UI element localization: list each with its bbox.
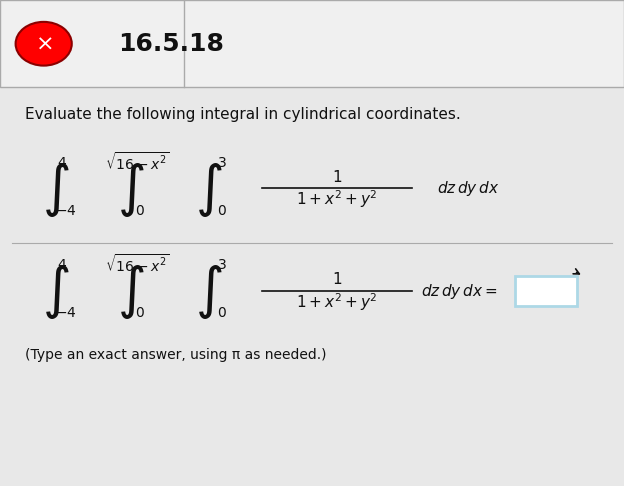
Text: $1+x^2+y^2$: $1+x^2+y^2$	[296, 292, 378, 313]
Text: $\times$: $\times$	[35, 34, 52, 54]
Text: Evaluate the following integral in cylindrical coordinates.: Evaluate the following integral in cylin…	[25, 107, 461, 122]
FancyBboxPatch shape	[515, 276, 577, 306]
Text: $\sqrt{16-x^2}$: $\sqrt{16-x^2}$	[105, 152, 170, 174]
Text: $-4$: $-4$	[55, 205, 76, 218]
Text: $3$: $3$	[217, 258, 227, 272]
Text: $0$: $0$	[135, 307, 145, 320]
Text: $\int$: $\int$	[42, 262, 70, 321]
Text: $dz\,dy\,dx =$: $dz\,dy\,dx =$	[421, 282, 497, 301]
Text: $\int$: $\int$	[117, 160, 145, 219]
Text: $\int$: $\int$	[42, 160, 70, 219]
Text: $0$: $0$	[217, 307, 227, 320]
FancyBboxPatch shape	[0, 0, 624, 87]
Text: $4$: $4$	[57, 258, 67, 272]
Text: $\int$: $\int$	[195, 262, 223, 321]
Text: $dz\,dy\,dx$: $dz\,dy\,dx$	[437, 179, 499, 198]
Text: $0$: $0$	[217, 205, 227, 218]
Text: $-4$: $-4$	[55, 307, 76, 320]
Text: $1+x^2+y^2$: $1+x^2+y^2$	[296, 189, 378, 210]
Circle shape	[16, 22, 72, 66]
Text: $\int$: $\int$	[195, 160, 223, 219]
Text: 16.5.18: 16.5.18	[119, 32, 225, 56]
Text: $1$: $1$	[332, 272, 342, 287]
Text: $\int$: $\int$	[117, 262, 145, 321]
Text: $0$: $0$	[135, 205, 145, 218]
Text: $1$: $1$	[332, 170, 342, 185]
Text: (Type an exact answer, using π as needed.): (Type an exact answer, using π as needed…	[25, 348, 326, 362]
Text: $\sqrt{16-x^2}$: $\sqrt{16-x^2}$	[105, 254, 170, 276]
Text: $3$: $3$	[217, 156, 227, 170]
Text: $4$: $4$	[57, 156, 67, 170]
